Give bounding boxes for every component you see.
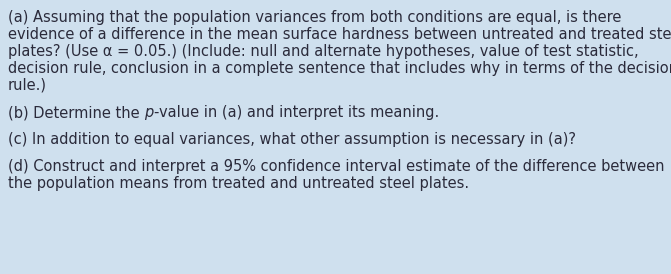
Text: plates? (Use α = 0.05.) (Include: null and alternate hypotheses, value of test s: plates? (Use α = 0.05.) (Include: null a… (8, 44, 639, 59)
Text: -value in (a) and interpret its meaning.: -value in (a) and interpret its meaning. (154, 105, 439, 120)
Text: (b) Determine the: (b) Determine the (8, 105, 144, 120)
Text: rule.): rule.) (8, 78, 47, 93)
Text: (a) Assuming that the population variances from both conditions are equal, is th: (a) Assuming that the population varianc… (8, 10, 621, 25)
Text: evidence of a difference in the mean surface hardness between untreated and trea: evidence of a difference in the mean sur… (8, 27, 671, 42)
Text: (c) In addition to equal variances, what other assumption is necessary in (a)?: (c) In addition to equal variances, what… (8, 132, 576, 147)
Text: decision rule, conclusion in a complete sentence that includes why in terms of t: decision rule, conclusion in a complete … (8, 61, 671, 76)
Text: (d) Construct and interpret a 95% confidence interval estimate of the difference: (d) Construct and interpret a 95% confid… (8, 159, 664, 174)
Text: the population means from treated and untreated steel plates.: the population means from treated and un… (8, 176, 469, 191)
Text: p: p (144, 105, 154, 120)
